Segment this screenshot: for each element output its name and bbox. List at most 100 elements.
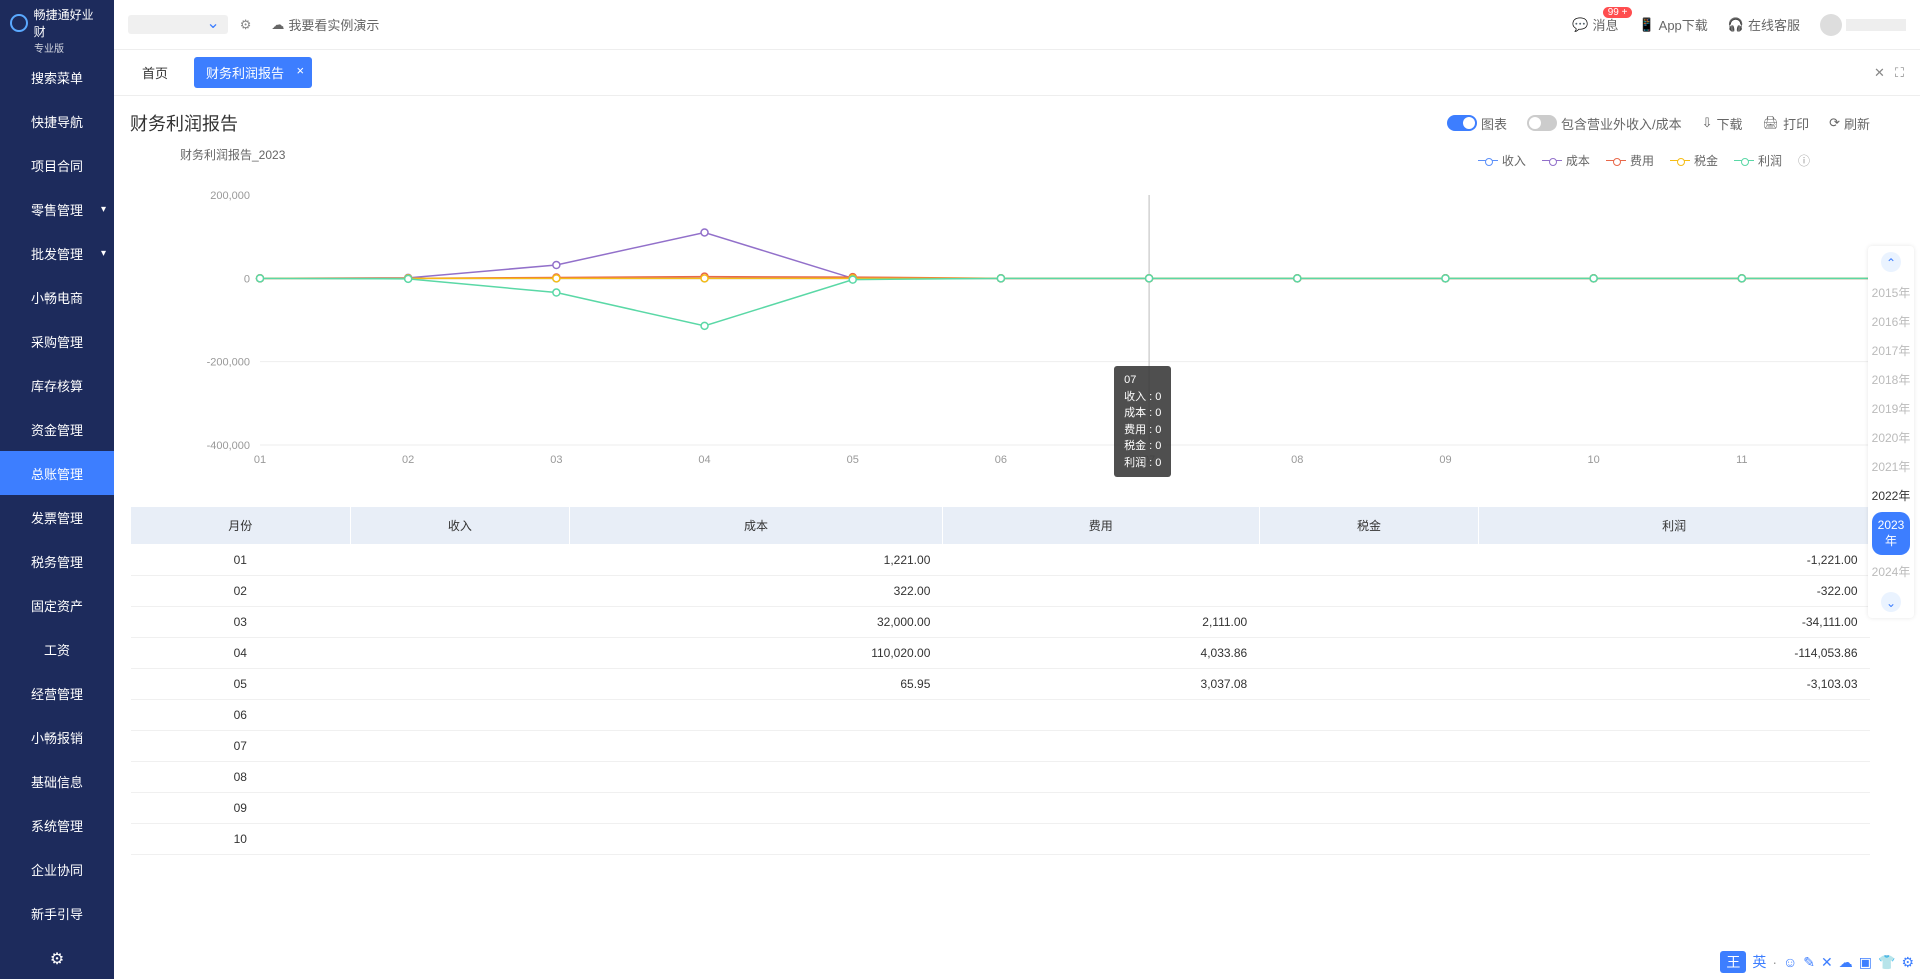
chart-legend: 收入成本费用税金利润 ⓘ (1478, 152, 1810, 169)
sidebar-item-8[interactable]: 资金管理 (0, 407, 114, 451)
sidebar-item-5[interactable]: 小畅电商 (0, 275, 114, 319)
sidebar-item-7[interactable]: 库存核算 (0, 363, 114, 407)
toggle-include-non-operating[interactable]: 包含营业外收入/成本 (1527, 114, 1682, 133)
legend-info-icon[interactable]: ⓘ (1798, 152, 1810, 169)
ime-main-icon[interactable]: 王 (1720, 951, 1746, 973)
legend-item[interactable]: 收入 (1478, 152, 1526, 169)
sidebar-item-15[interactable]: 小畅报销 (0, 715, 114, 759)
refresh-button[interactable]: ⟳刷新 (1829, 114, 1870, 133)
year-option[interactable]: 2019年 (1868, 394, 1914, 423)
topbar: ⚙ ☁ 我要看实例演示 💬 消息 99 + 📱 App下载 🎧 在线客服 (114, 0, 1920, 50)
sidebar-item-18[interactable]: 企业协同 (0, 847, 114, 891)
ime-icon[interactable]: ☁ (1839, 954, 1853, 971)
close-icon[interactable]: × (296, 63, 304, 78)
org-settings-icon[interactable]: ⚙ (240, 17, 252, 33)
download-button[interactable]: ⇩下载 (1702, 114, 1743, 133)
fullscreen-icon[interactable]: ⛶ (1895, 65, 1904, 81)
sidebar-item-14[interactable]: 经营管理 (0, 671, 114, 715)
profit-table: 月份收入成本费用税金利润011,221.00-1,221.0002322.00-… (130, 506, 1870, 855)
table-header: 费用 (942, 507, 1259, 545)
print-button[interactable]: 🖨打印 (1763, 114, 1810, 133)
year-option[interactable]: 2016年 (1868, 307, 1914, 336)
year-option[interactable]: 2022年 (1868, 481, 1914, 510)
sidebar-item-4[interactable]: 批发管理▾ (0, 231, 114, 275)
ime-bar: 王英·☺✎✕☁▣👕⚙ (1720, 951, 1914, 973)
sidebar-item-13[interactable]: 工资 (0, 627, 114, 671)
phone-icon: 📱 (1638, 17, 1654, 33)
messages-button[interactable]: 💬 消息 99 + (1572, 15, 1618, 34)
sidebar-item-10[interactable]: 发票管理 (0, 495, 114, 539)
demo-link[interactable]: ☁ 我要看实例演示 (271, 15, 379, 34)
table-header: 收入 (350, 507, 570, 545)
download-icon: ⇩ (1702, 115, 1713, 131)
sidebar-item-2[interactable]: 项目合同 (0, 143, 114, 187)
sidebar-item-11[interactable]: 税务管理 (0, 539, 114, 583)
sidebar-item-9[interactable]: 总账管理 (0, 451, 114, 495)
ime-icon[interactable]: ✕ (1821, 954, 1833, 971)
tab-home[interactable]: 首页 (130, 57, 180, 88)
table-row: 07 (131, 731, 1870, 762)
sidebar-item-17[interactable]: 系统管理 (0, 803, 114, 847)
table-header: 月份 (131, 507, 351, 545)
year-option[interactable]: 2024年 (1868, 557, 1914, 586)
year-down-icon[interactable]: ⌄ (1881, 592, 1901, 612)
sidebar-item-3[interactable]: 零售管理▾ (0, 187, 114, 231)
app-download-button[interactable]: 📱 App下载 (1638, 15, 1707, 34)
tab-financial-profit-report[interactable]: 财务利润报告 × (194, 57, 312, 88)
user-avatar[interactable] (1820, 14, 1906, 36)
legend-item[interactable]: 成本 (1542, 152, 1590, 169)
sidebar-menu: 搜索菜单快捷导航项目合同零售管理▾批发管理▾小畅电商采购管理库存核算资金管理总账… (0, 55, 114, 939)
brand-edition: 专业版 (0, 40, 114, 55)
svg-text:02: 02 (402, 454, 414, 466)
svg-text:03: 03 (550, 454, 562, 466)
sidebar-item-0[interactable]: 搜索菜单 (0, 55, 114, 99)
svg-text:06: 06 (995, 454, 1007, 466)
toggle-chart[interactable]: 图表 (1447, 114, 1507, 133)
sidebar-item-16[interactable]: 基础信息 (0, 759, 114, 803)
sidebar-item-1[interactable]: 快捷导航 (0, 99, 114, 143)
ime-icon[interactable]: ⚙ (1901, 954, 1914, 971)
settings-icon[interactable]: ⚙ (50, 949, 64, 969)
svg-text:04: 04 (698, 454, 710, 466)
svg-text:09: 09 (1439, 454, 1451, 466)
chart-canvas: 200,0000-200,000-400,0000102030405060708… (130, 165, 1870, 495)
cloud-icon: ☁ (271, 17, 284, 33)
sidebar-item-12[interactable]: 固定资产 (0, 583, 114, 627)
ime-icon[interactable]: ☺ (1783, 954, 1797, 970)
year-option[interactable]: 2023年 (1872, 512, 1910, 555)
year-option[interactable]: 2017年 (1868, 336, 1914, 365)
ime-lang[interactable]: 英 (1752, 952, 1766, 972)
sidebar: 畅捷通好业财 专业版 搜索菜单快捷导航项目合同零售管理▾批发管理▾小畅电商采购管… (0, 0, 114, 979)
tabbar: 首页 财务利润报告 × ✕ ⛶ (114, 50, 1920, 96)
ime-icon[interactable]: ✎ (1803, 954, 1815, 971)
org-selector[interactable] (128, 15, 228, 34)
ime-icon[interactable]: 👕 (1878, 954, 1895, 971)
brand-icon (10, 14, 28, 32)
support-button[interactable]: 🎧 在线客服 (1728, 15, 1800, 34)
brand-name: 畅捷通好业财 (34, 6, 104, 40)
legend-item[interactable]: 利润 (1734, 152, 1782, 169)
year-selector[interactable]: ⌃ 2015年2016年2017年2018年2019年2020年2021年2022… (1868, 246, 1914, 618)
svg-text:200,000: 200,000 (210, 190, 250, 202)
svg-text:0: 0 (244, 273, 250, 285)
legend-item[interactable]: 税金 (1670, 152, 1718, 169)
sidebar-item-19[interactable]: 新手引导 (0, 891, 114, 935)
year-option[interactable]: 2021年 (1868, 452, 1914, 481)
year-option[interactable]: 2020年 (1868, 423, 1914, 452)
legend-item[interactable]: 费用 (1606, 152, 1654, 169)
table-row: 04110,020.004,033.86-114,053.86 (131, 638, 1870, 669)
year-option[interactable]: 2018年 (1868, 365, 1914, 394)
sidebar-item-6[interactable]: 采购管理 (0, 319, 114, 363)
year-option[interactable]: 2015年 (1868, 278, 1914, 307)
table-row: 09 (131, 793, 1870, 824)
table-row: 08 (131, 762, 1870, 793)
ime-icon[interactable]: ▣ (1859, 954, 1872, 971)
print-icon: 🖨 (1763, 115, 1780, 131)
table-row: 10 (131, 824, 1870, 855)
svg-text:-400,000: -400,000 (207, 440, 250, 452)
table-row: 011,221.00-1,221.00 (131, 545, 1870, 576)
svg-text:08: 08 (1291, 454, 1303, 466)
table-row: 02322.00-322.00 (131, 576, 1870, 607)
year-up-icon[interactable]: ⌃ (1881, 252, 1901, 272)
close-all-icon[interactable]: ✕ (1874, 65, 1885, 81)
